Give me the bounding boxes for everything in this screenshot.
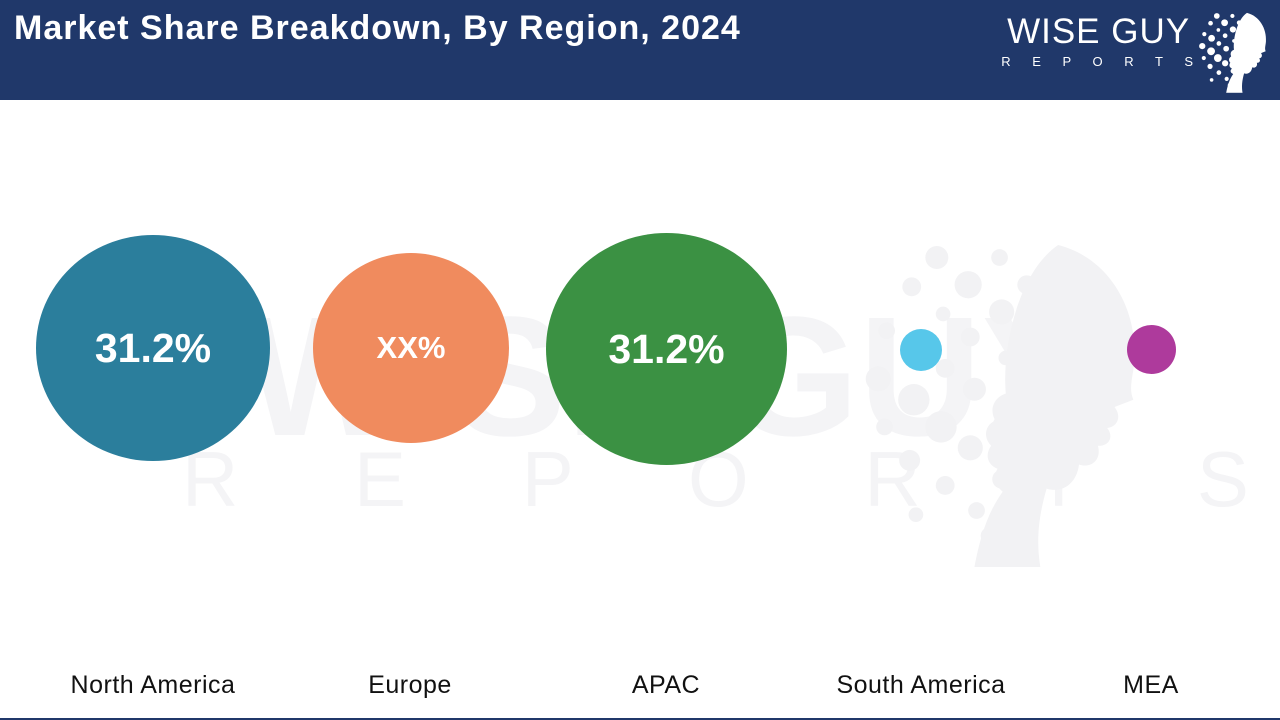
bubble-apac: 31.2% [546,233,787,465]
bubble-value-label: XX% [376,330,446,365]
bubble-europe: XX% [313,253,509,443]
category-label-south-america: South America [836,671,1006,699]
bubble-mea [1127,325,1176,374]
logo-subtitle: R E P O R T S [1001,54,1202,69]
category-label-north-america: North America [70,671,236,699]
bubble-north-america: 31.2% [36,235,270,461]
category-label-apac: APAC [631,671,701,699]
category-label-europe: Europe [368,671,452,699]
bottom-border-rule [0,718,1280,720]
logo-wordmark: WISE GUY [1007,12,1191,51]
category-label-mea: MEA [1123,671,1179,699]
bubble-value-label: 31.2% [608,325,725,372]
wiseguy-face-icon [1196,6,1274,94]
wiseguy-logo: WISE GUY R E P O R T S [995,14,1202,69]
bubble-south-america [900,329,942,371]
header-bar: Market Share Breakdown, By Region, 2024 … [0,0,1280,100]
watermark-face-icon [845,222,1175,567]
page-title: Market Share Breakdown, By Region, 2024 [14,9,741,47]
bubble-value-label: 31.2% [94,324,212,371]
